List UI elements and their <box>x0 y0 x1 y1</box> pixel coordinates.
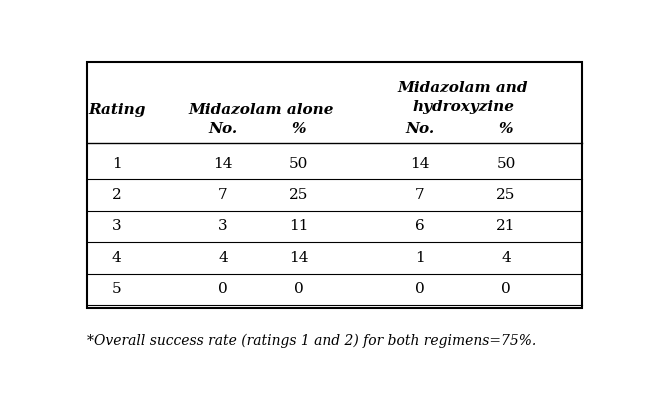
Text: No.: No. <box>406 122 435 136</box>
Text: 1: 1 <box>415 251 425 265</box>
Text: 3: 3 <box>218 220 228 233</box>
Text: 6: 6 <box>415 220 425 233</box>
Text: 25: 25 <box>496 188 516 202</box>
Text: 4: 4 <box>218 251 228 265</box>
Text: No.: No. <box>209 122 237 136</box>
Text: 1: 1 <box>112 157 122 171</box>
Text: Rating: Rating <box>88 103 145 117</box>
Text: 14: 14 <box>410 157 430 171</box>
Text: 50: 50 <box>496 157 516 171</box>
Text: %: % <box>291 122 306 136</box>
Text: 14: 14 <box>289 251 308 265</box>
Text: 3: 3 <box>112 220 122 233</box>
Text: 0: 0 <box>218 282 228 296</box>
Bar <box>87 62 582 308</box>
Text: *Overall success rate (ratings 1 and 2) for both regimens=75%.: *Overall success rate (ratings 1 and 2) … <box>87 334 536 348</box>
Text: 7: 7 <box>415 188 425 202</box>
Text: 0: 0 <box>501 282 511 296</box>
Text: 0: 0 <box>415 282 425 296</box>
Text: Midazolam alone: Midazolam alone <box>188 103 334 117</box>
Text: 4: 4 <box>501 251 511 265</box>
Text: 0: 0 <box>294 282 304 296</box>
Text: 21: 21 <box>496 220 516 233</box>
Text: 14: 14 <box>213 157 233 171</box>
Text: %: % <box>499 122 513 136</box>
Text: 25: 25 <box>289 188 308 202</box>
Text: 7: 7 <box>218 188 228 202</box>
Text: 5: 5 <box>112 282 122 296</box>
Text: 2: 2 <box>112 188 122 202</box>
Text: Midazolam and
hydroxyzine: Midazolam and hydroxyzine <box>398 82 528 114</box>
Text: 4: 4 <box>112 251 122 265</box>
Text: 50: 50 <box>289 157 308 171</box>
Text: 11: 11 <box>289 220 308 233</box>
